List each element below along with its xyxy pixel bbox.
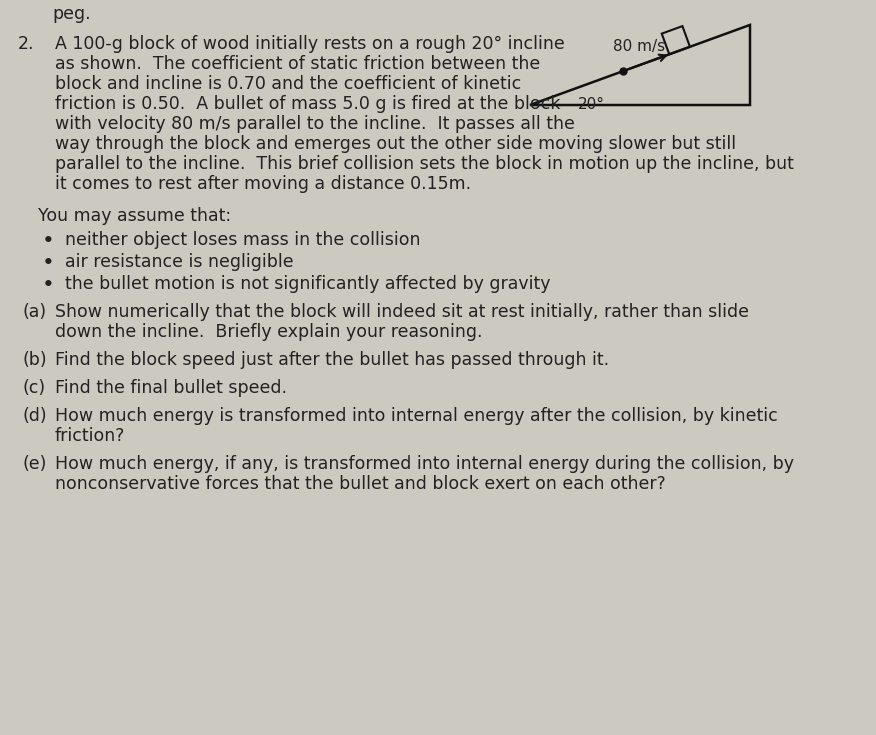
Text: with velocity 80 m/s parallel to the incline.  It passes all the: with velocity 80 m/s parallel to the inc… <box>55 115 575 133</box>
Text: peg.: peg. <box>52 5 90 23</box>
Text: parallel to the incline.  This brief collision sets the block in motion up the i: parallel to the incline. This brief coll… <box>55 155 794 173</box>
Text: friction is 0.50.  A bullet of mass 5.0 g is fired at the block: friction is 0.50. A bullet of mass 5.0 g… <box>55 95 561 113</box>
Text: (c): (c) <box>22 379 46 397</box>
Text: Find the block speed just after the bullet has passed through it.: Find the block speed just after the bull… <box>55 351 609 369</box>
Text: as shown.  The coefficient of static friction between the: as shown. The coefficient of static fric… <box>55 55 540 73</box>
Text: (e): (e) <box>22 455 46 473</box>
Text: down the incline.  Briefly explain your reasoning.: down the incline. Briefly explain your r… <box>55 323 483 341</box>
Text: way through the block and emerges out the other side moving slower but still: way through the block and emerges out th… <box>55 135 736 153</box>
Text: (a): (a) <box>22 303 46 321</box>
Text: block and incline is 0.70 and the coefficient of kinetic: block and incline is 0.70 and the coeffi… <box>55 75 521 93</box>
Text: (d): (d) <box>22 407 46 425</box>
Text: You may assume that:: You may assume that: <box>38 207 231 225</box>
Text: 20°: 20° <box>578 97 605 112</box>
Text: How much energy is transformed into internal energy after the collision, by kine: How much energy is transformed into inte… <box>55 407 778 425</box>
Text: •: • <box>42 275 54 295</box>
Text: A 100-g block of wood initially rests on a rough 20° incline: A 100-g block of wood initially rests on… <box>55 35 565 53</box>
Text: •: • <box>42 231 54 251</box>
Text: How much energy, if any, is transformed into internal energy during the collisio: How much energy, if any, is transformed … <box>55 455 794 473</box>
Text: Show numerically that the block will indeed sit at rest initially, rather than s: Show numerically that the block will ind… <box>55 303 749 321</box>
Text: friction?: friction? <box>55 427 125 445</box>
Text: nonconservative forces that the bullet and block exert on each other?: nonconservative forces that the bullet a… <box>55 475 666 493</box>
Text: •: • <box>42 253 54 273</box>
Text: neither object loses mass in the collision: neither object loses mass in the collisi… <box>65 231 420 249</box>
Text: it comes to rest after moving a distance 0.15m.: it comes to rest after moving a distance… <box>55 175 471 193</box>
Text: 2.: 2. <box>18 35 34 53</box>
Text: 80 m/s: 80 m/s <box>612 39 665 54</box>
Text: (b): (b) <box>22 351 46 369</box>
Text: the bullet motion is not significantly affected by gravity: the bullet motion is not significantly a… <box>65 275 550 293</box>
Text: air resistance is negligible: air resistance is negligible <box>65 253 293 271</box>
Text: Find the final bullet speed.: Find the final bullet speed. <box>55 379 287 397</box>
